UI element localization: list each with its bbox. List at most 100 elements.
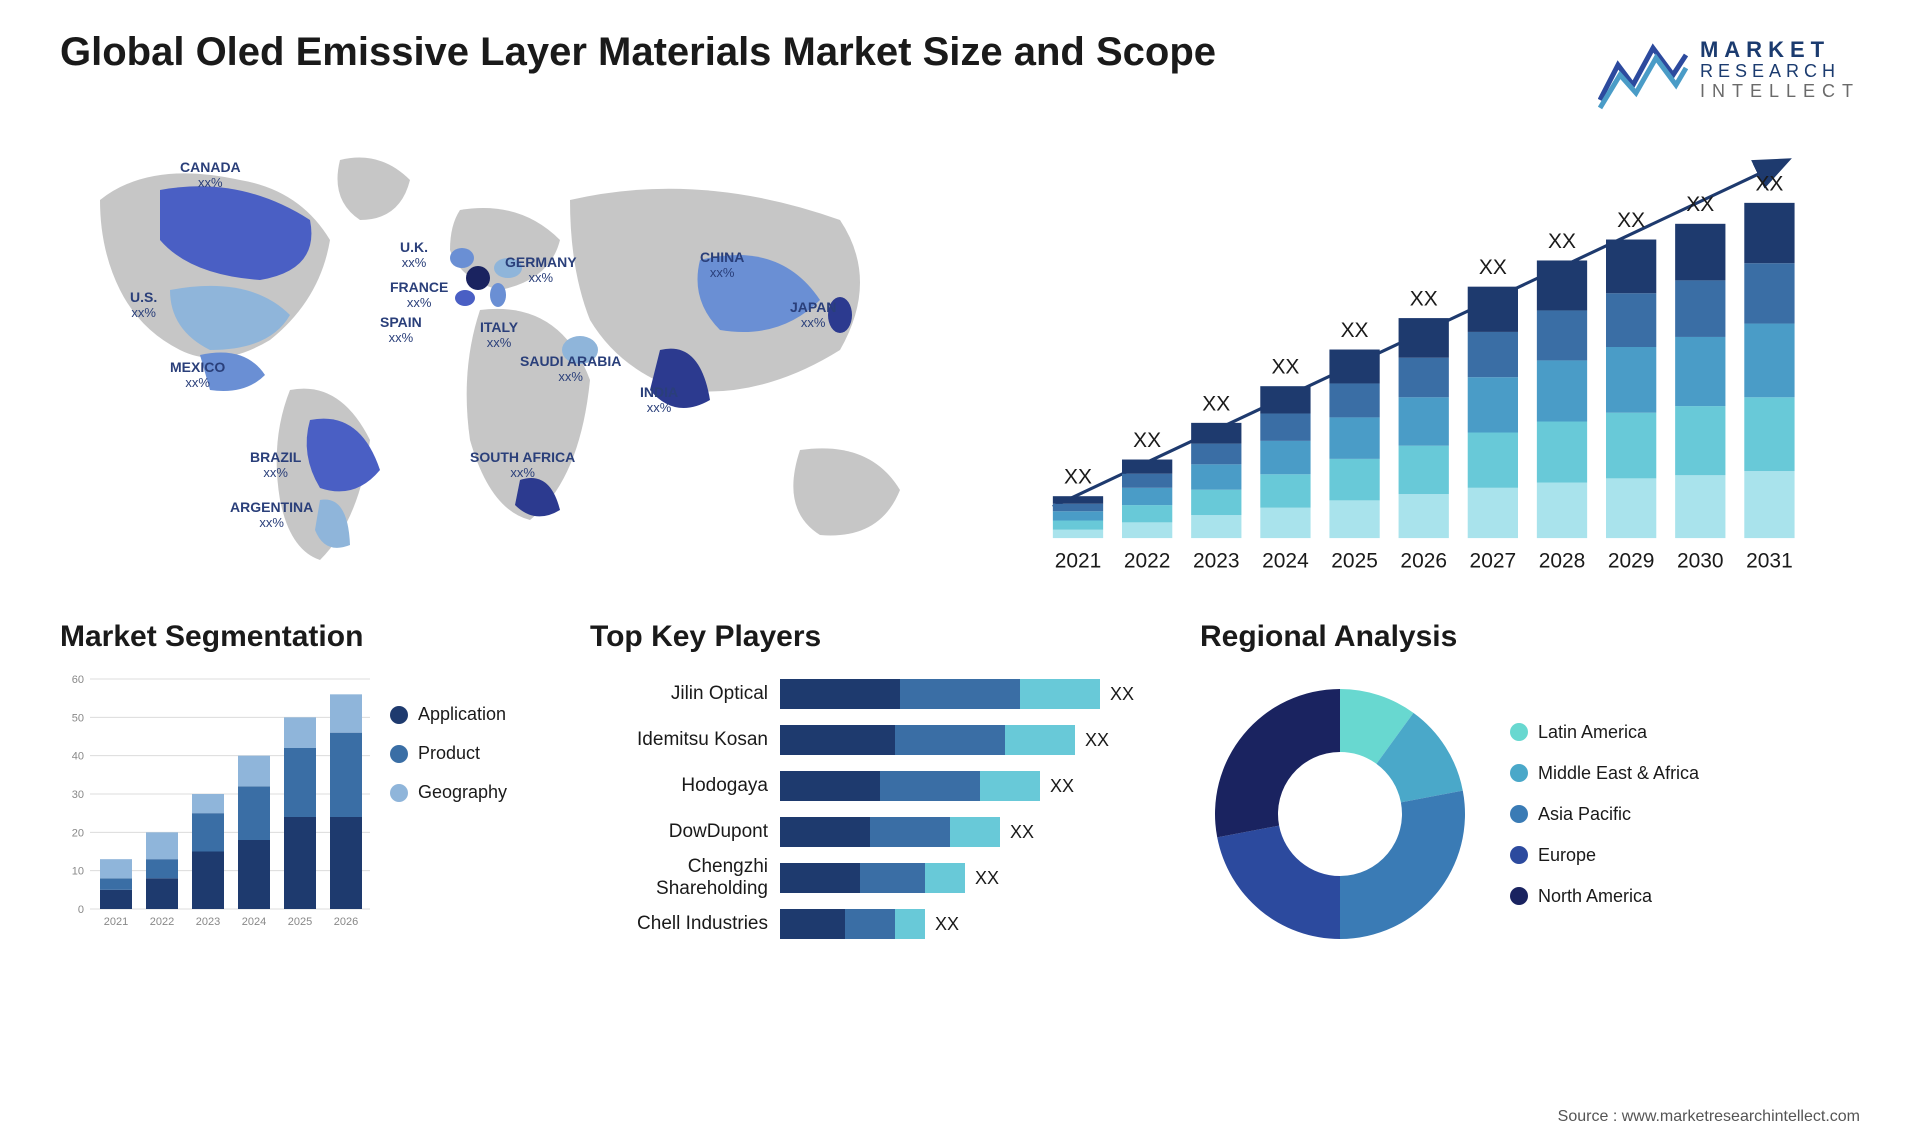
svg-text:2023: 2023 <box>196 916 220 928</box>
svg-text:XX: XX <box>1479 256 1507 279</box>
player-bar-segment <box>895 909 925 939</box>
player-bar-segment <box>780 725 895 755</box>
player-bar-segment <box>1020 679 1100 709</box>
legend-label: Product <box>418 743 480 764</box>
player-bar <box>780 679 1100 709</box>
svg-text:10: 10 <box>72 866 84 878</box>
page-title: Global Oled Emissive Layer Materials Mar… <box>60 30 1216 75</box>
svg-text:XX: XX <box>1271 356 1299 379</box>
player-bar-segment <box>980 771 1040 801</box>
legend-label: Latin America <box>1538 722 1647 743</box>
player-value: XX <box>935 914 959 935</box>
regional-legend-item: Latin America <box>1510 722 1699 743</box>
map-label-mexico: MEXICOxx% <box>170 360 225 391</box>
regional-legend-item: North America <box>1510 886 1699 907</box>
map-label-u-k-: U.K.xx% <box>400 240 428 271</box>
legend-label: Geography <box>418 782 507 803</box>
player-bar-segment <box>900 679 1020 709</box>
svg-text:2027: 2027 <box>1470 549 1517 572</box>
brand-logo-text-1: MARKET <box>1700 38 1860 62</box>
map-label-south-africa: SOUTH AFRICAxx% <box>470 450 575 481</box>
players-chart: Jilin OpticalXXIdemitsu KosanXXHodogayaX… <box>590 674 1150 954</box>
segmentation-legend-item: Geography <box>390 782 507 803</box>
svg-text:XX: XX <box>1202 392 1230 415</box>
map-label-italy: ITALYxx% <box>480 320 518 351</box>
player-bar-segment <box>860 863 925 893</box>
svg-text:2028: 2028 <box>1539 549 1586 572</box>
regional-title: Regional Analysis <box>1200 620 1860 654</box>
legend-label: Middle East & Africa <box>1538 763 1699 784</box>
brand-logo-mark <box>1598 30 1688 110</box>
svg-text:XX: XX <box>1133 429 1161 452</box>
svg-text:30: 30 <box>72 789 84 801</box>
map-label-u-s-: U.S.xx% <box>130 290 157 321</box>
map-label-saudi-arabia: SAUDI ARABIAxx% <box>520 354 621 385</box>
svg-text:XX: XX <box>1755 172 1783 195</box>
svg-text:XX: XX <box>1548 230 1576 253</box>
segmentation-panel: Market Segmentation 01020304050602021202… <box>60 620 540 954</box>
segmentation-legend: Application Product Geography <box>390 674 507 954</box>
player-row: HodogayaXX <box>590 766 1150 806</box>
player-bar-segment <box>845 909 895 939</box>
player-row: DowDupontXX <box>590 812 1150 852</box>
map-label-china: CHINAxx% <box>700 250 744 281</box>
map-label-japan: JAPANxx% <box>790 300 836 331</box>
player-bar <box>780 909 925 939</box>
player-bar-segment <box>780 771 880 801</box>
svg-text:2021: 2021 <box>104 916 128 928</box>
legend-label: North America <box>1538 886 1652 907</box>
player-bar-segment <box>925 863 965 893</box>
svg-text:XX: XX <box>1410 288 1438 311</box>
svg-text:2024: 2024 <box>1262 549 1309 572</box>
player-bar <box>780 725 1075 755</box>
svg-text:2026: 2026 <box>334 916 358 928</box>
brand-logo-text-3: INTELLECT <box>1700 82 1860 102</box>
svg-text:2025: 2025 <box>288 916 312 928</box>
svg-text:2025: 2025 <box>1331 549 1378 572</box>
player-row: Chengzhi ShareholdingXX <box>590 858 1150 898</box>
svg-text:2030: 2030 <box>1677 549 1724 572</box>
map-label-argentina: ARGENTINAxx% <box>230 500 313 531</box>
svg-text:0: 0 <box>78 904 84 916</box>
segmentation-chart: 0102030405060202120222023202420252026 <box>60 674 370 954</box>
player-bar <box>780 817 1000 847</box>
svg-text:60: 60 <box>72 674 84 686</box>
legend-swatch <box>1510 723 1528 741</box>
map-label-spain: SPAINxx% <box>380 315 422 346</box>
player-bar-segment <box>780 863 860 893</box>
map-label-brazil: BRAZILxx% <box>250 450 301 481</box>
legend-swatch <box>1510 887 1528 905</box>
segmentation-legend-item: Application <box>390 704 507 725</box>
legend-swatch <box>1510 805 1528 823</box>
regional-donut <box>1200 674 1480 954</box>
legend-label: Asia Pacific <box>1538 804 1631 825</box>
player-row: Chell IndustriesXX <box>590 904 1150 944</box>
brand-logo: MARKET RESEARCH INTELLECT <box>1598 30 1860 110</box>
player-bar-segment <box>880 771 980 801</box>
player-bar-segment <box>870 817 950 847</box>
legend-label: Europe <box>1538 845 1596 866</box>
players-panel: Top Key Players Jilin OpticalXXIdemitsu … <box>590 620 1150 954</box>
regional-legend-item: Europe <box>1510 845 1699 866</box>
svg-text:XX: XX <box>1341 319 1369 342</box>
regional-legend: Latin America Middle East & Africa Asia Pa… <box>1510 722 1699 907</box>
segmentation-legend-item: Product <box>390 743 507 764</box>
player-row: Idemitsu KosanXX <box>590 720 1150 760</box>
segmentation-title: Market Segmentation <box>60 620 540 654</box>
player-value: XX <box>1010 822 1034 843</box>
svg-text:2022: 2022 <box>1124 549 1171 572</box>
svg-text:XX: XX <box>1064 466 1092 489</box>
legend-label: Application <box>418 704 506 725</box>
svg-text:2026: 2026 <box>1400 549 1447 572</box>
legend-swatch <box>390 784 408 802</box>
legend-swatch <box>1510 764 1528 782</box>
legend-swatch <box>390 745 408 763</box>
svg-text:2024: 2024 <box>242 916 266 928</box>
player-bar-segment <box>780 817 870 847</box>
svg-text:40: 40 <box>72 751 84 763</box>
map-label-india: INDIAxx% <box>640 385 678 416</box>
growth-chart-panel: XX2021XX2022XX2023XX2024XX2025XX2026XX20… <box>1000 140 1860 580</box>
svg-text:2029: 2029 <box>1608 549 1655 572</box>
world-map-panel: CANADAxx%U.S.xx%MEXICOxx%BRAZILxx%ARGENT… <box>60 140 960 580</box>
growth-chart-svg: XX2021XX2022XX2023XX2024XX2025XX2026XX20… <box>1000 140 1860 580</box>
